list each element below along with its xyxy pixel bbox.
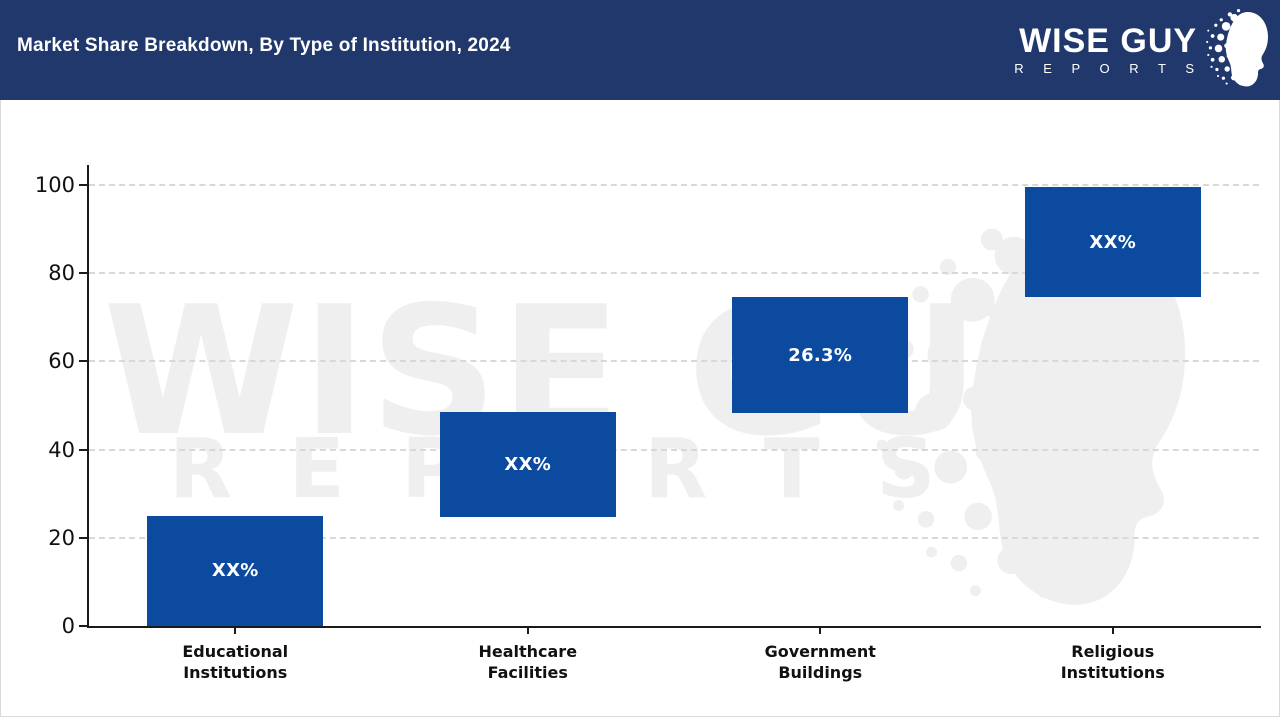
y-tick-label: 100 <box>34 173 75 197</box>
brand-subtitle: R E P O R T S <box>1014 61 1202 76</box>
y-axis-line <box>87 165 89 628</box>
brand-wordmark: WISE GUY R E P O R T S <box>1014 22 1202 76</box>
y-tick-label: 60 <box>48 349 75 374</box>
x-axis-tick <box>819 628 822 634</box>
gridline <box>89 360 1259 363</box>
x-axis-line <box>87 626 1261 628</box>
y-tick-label: 0 <box>61 614 75 638</box>
y-axis-tick <box>79 360 87 363</box>
bar-government-buildings: 26.3% <box>732 297 909 414</box>
x-category-label-religious-institutions: Religious Institutions <box>1003 641 1223 683</box>
bar-educational-institutions: XX% <box>147 515 324 626</box>
y-tick-label: 20 <box>48 525 75 550</box>
brand-name: WISE GUY <box>1019 22 1198 60</box>
x-category-line1: Healthcare <box>478 642 578 661</box>
gridline <box>89 448 1259 451</box>
y-axis-tick <box>79 184 87 186</box>
x-category-line1: Government <box>764 642 876 661</box>
bar-value-label: XX% <box>211 560 259 582</box>
header-band: Market Share Breakdown, By Type of Insti… <box>0 0 1280 100</box>
y-axis-tick <box>79 448 87 451</box>
y-tick-label: 40 <box>48 437 75 462</box>
plot-area: 0 20 40 60 80 100 XX% Educational Institutions XX… <box>35 165 1261 682</box>
gridline <box>89 272 1259 275</box>
brand-logo: WISE GUY R E P O R T S <box>1014 9 1272 89</box>
x-category-label-government-buildings: Government Buildings <box>710 641 930 683</box>
y-axis-tick <box>79 272 87 275</box>
bar-value-label: 26.3% <box>788 344 853 366</box>
x-category-line2: Institutions <box>1060 663 1165 682</box>
y-axis-tick <box>79 625 87 627</box>
bar-value-label: XX% <box>1089 231 1137 253</box>
x-category-line2: Institutions <box>183 663 288 682</box>
y-tick-label: 80 <box>48 261 75 286</box>
x-category-line2: Buildings <box>778 663 863 682</box>
x-category-label-educational-institutions: Educational Institutions <box>125 641 345 683</box>
bar-religious-institutions: XX% <box>1024 187 1201 298</box>
x-axis-tick <box>234 628 237 634</box>
x-category-line1: Religious <box>1071 642 1155 661</box>
bar-healthcare-facilities: XX% <box>439 412 616 518</box>
dotted-head-profile-icon <box>1206 9 1268 87</box>
bar-value-label: XX% <box>504 454 552 476</box>
chart-figure: WISE GUY R E P O R T S 020406080100XX%Ed… <box>0 100 1280 717</box>
chart-title: Market Share Breakdown, By Type of Insti… <box>17 35 511 56</box>
x-category-line2: Facilities <box>487 663 568 682</box>
x-category-label-healthcare-facilities: Healthcare Facilities <box>418 641 638 683</box>
x-axis-tick <box>526 628 529 634</box>
x-axis-tick <box>1111 628 1114 634</box>
y-axis-tick <box>79 536 87 539</box>
gridline <box>89 184 1259 186</box>
x-category-line1: Educational <box>182 642 289 661</box>
gridline <box>89 536 1259 539</box>
